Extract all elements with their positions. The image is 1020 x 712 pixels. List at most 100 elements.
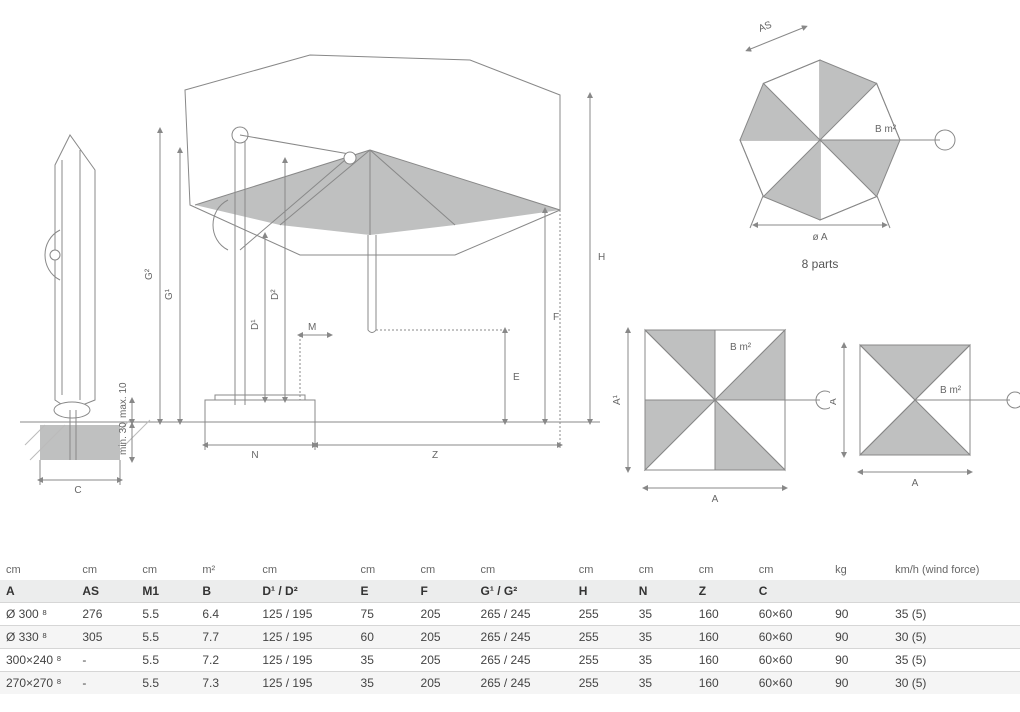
label-max10: max. 10 [118,382,129,418]
table-header-row: AASM1BD¹ / D²EFG¹ / G²HNZC [0,580,1020,603]
label-as: AS [757,19,774,34]
table-cell: 205 [415,672,475,695]
table-cell: 125 / 195 [256,672,354,695]
table-cell: 60×60 [753,649,829,672]
table-cell: 255 [573,649,633,672]
page: G² D¹ D² M G¹ H F E N Z C max. 10 min. 3… [0,0,1020,712]
table-header-cell: H [573,580,633,603]
table-cell: 60×60 [753,603,829,626]
label-g2: G² [144,268,155,280]
square-left-diagram: B m² A¹ A [610,310,830,530]
table-cell: 255 [573,626,633,649]
table-cell: 160 [693,649,753,672]
table-cell: 60 [355,626,415,649]
side-elevation-diagram: G² D¹ D² M G¹ H F E N Z C max. 10 min. 3… [0,0,620,520]
table-cell: 6.4 [196,603,256,626]
table-cell: 160 [693,626,753,649]
table-cell: 160 [693,603,753,626]
table-cell: 5.5 [136,672,196,695]
table-header-cell: D¹ / D² [256,580,354,603]
table-header-cell: G¹ / G² [475,580,573,603]
square-right-diagram: B m² A A [830,330,1020,530]
table-cell: 255 [573,603,633,626]
octagon-top-view: B m² AS ø A 8 parts [650,10,1010,290]
table-body: Ø 300 ⁸2765.56.4125 / 19575205265 / 2452… [0,603,1020,695]
label-f: F [553,312,559,323]
table-unit-cell: cm [633,560,693,580]
table-cell: 90 [829,649,889,672]
table-units-row: cmcmcmm²cmcmcmcmcmcmcmcmkgkm/h (wind for… [0,560,1020,580]
table-header-cell: M1 [136,580,196,603]
table-cell: 60×60 [753,672,829,695]
table-cell: 125 / 195 [256,626,354,649]
table-unit-cell: km/h (wind force) [889,560,1020,580]
table-cell: 7.2 [196,649,256,672]
table-cell: 35 [633,626,693,649]
spec-table: cmcmcmm²cmcmcmcmcmcmcmcmkgkm/h (wind for… [0,560,1020,694]
table-cell: 125 / 195 [256,649,354,672]
table-cell: 90 [829,672,889,695]
table-row: 300×240 ⁸-5.57.2125 / 19535205265 / 2452… [0,649,1020,672]
table-cell: 300×240 ⁸ [0,649,76,672]
table-cell: 90 [829,626,889,649]
table-cell: 7.3 [196,672,256,695]
table-unit-cell: cm [753,560,829,580]
table-cell: 265 / 245 [475,672,573,695]
label-a1: A¹ [612,394,623,405]
label-diam-a: ø A [812,232,827,243]
table-cell: 35 [355,649,415,672]
label-bm2-sq1: B m² [730,342,752,353]
table-cell: 265 / 245 [475,603,573,626]
label-n: N [251,450,258,461]
label-bm2-sq2: B m² [940,385,962,396]
table-cell: Ø 330 ⁸ [0,626,76,649]
table-unit-cell: kg [829,560,889,580]
table-header-cell: C [753,580,829,603]
table-cell: Ø 300 ⁸ [0,603,76,626]
table-header-cell [829,580,889,603]
table-cell: 75 [355,603,415,626]
table-cell: 5.5 [136,603,196,626]
table-unit-cell: cm [0,560,76,580]
table-cell: 35 [633,672,693,695]
table-unit-cell: cm [415,560,475,580]
table-cell: 5.5 [136,626,196,649]
table-unit-cell: cm [256,560,354,580]
table-unit-cell: m² [196,560,256,580]
table-cell: 35 (5) [889,603,1020,626]
table-unit-cell: cm [76,560,136,580]
table-cell: 35 [355,672,415,695]
table-cell: 305 [76,626,136,649]
table-unit-cell: cm [573,560,633,580]
table-cell: 270×270 ⁸ [0,672,76,695]
table-cell: 35 [633,603,693,626]
table-unit-cell: cm [355,560,415,580]
label-e: E [513,372,520,383]
label-a-sq2v: A [830,398,839,405]
table-header-cell: Z [693,580,753,603]
table-header-cell: AS [76,580,136,603]
label-h: H [598,252,605,263]
label-8parts: 8 parts [802,257,839,271]
table-cell: 35 [633,649,693,672]
table-cell: 205 [415,649,475,672]
label-a-sq2h: A [912,478,919,489]
table-cell: 205 [415,626,475,649]
label-z: Z [432,450,438,461]
table-cell: 205 [415,603,475,626]
table-cell: 125 / 195 [256,603,354,626]
table-row: Ø 330 ⁸3055.57.7125 / 19560205265 / 2452… [0,626,1020,649]
table-header-cell [889,580,1020,603]
label-bm2-oct: B m² [875,124,897,135]
table-header-cell: N [633,580,693,603]
table-header-cell: B [196,580,256,603]
table-unit-cell: cm [693,560,753,580]
table-header-cell: E [355,580,415,603]
table-cell: 160 [693,672,753,695]
table-header-cell: F [415,580,475,603]
table-unit-cell: cm [475,560,573,580]
table-cell: 90 [829,603,889,626]
label-g1: G¹ [164,288,175,300]
table-row: 270×270 ⁸-5.57.3125 / 19535205265 / 2452… [0,672,1020,695]
table-header-cell: A [0,580,76,603]
